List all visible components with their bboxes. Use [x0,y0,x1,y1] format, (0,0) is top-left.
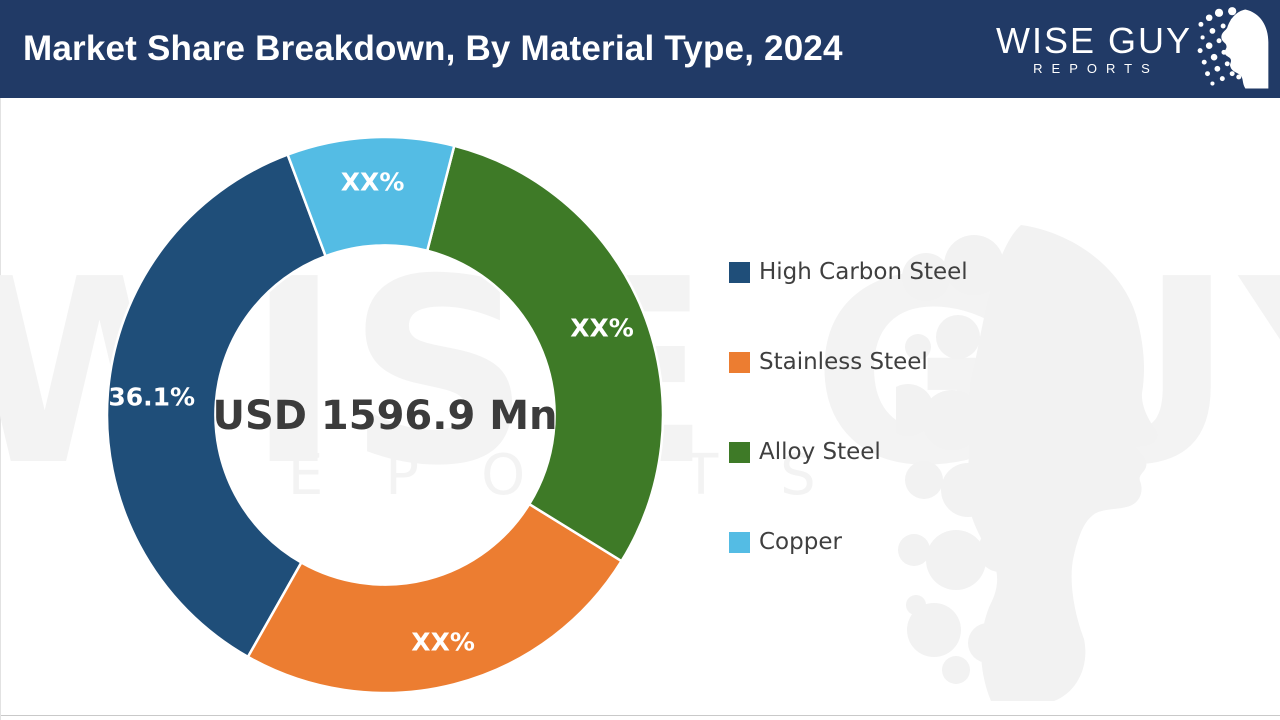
page-title: Market Share Breakdown, By Material Type… [23,29,843,68]
chart-area: WISE GUY REPORTS 36.1%XX%XX%XX% USD 1596… [0,98,1280,720]
slice-label-copper: XX% [341,167,405,196]
brand-logo: WISE GUY REPORTS [996,7,1280,91]
legend-label: High Carbon Steel [759,259,968,285]
header: Market Share Breakdown, By Material Type… [0,0,1280,98]
legend-label: Stainless Steel [759,349,928,375]
legend-item-alloy-steel: Alloy Steel [729,436,968,468]
bottom-divider [1,715,1280,716]
legend-swatch [729,351,750,373]
legend-item-stainless-steel: Stainless Steel [729,346,968,378]
brand-logo-text: WISE GUY REPORTS [995,19,1192,77]
slice-label-stainless-steel: XX% [411,628,475,657]
brand-face-icon [1197,7,1269,89]
legend-swatch [729,441,750,463]
legend-swatch [729,261,750,283]
chart-legend: High Carbon Steel Stainless Steel Alloy … [729,256,968,616]
legend-label: Copper [759,529,842,555]
legend-swatch [729,531,750,553]
legend-item-copper: Copper [729,526,968,558]
wedge-stainless-steel [246,502,623,695]
brand-name: WISE GUY [995,19,1192,61]
brand-subtitle: REPORTS [1033,61,1159,77]
watermark-face [896,225,1158,701]
legend-item-high-carbon-steel: High Carbon Steel [729,256,968,288]
legend-label: Alloy Steel [759,439,881,465]
